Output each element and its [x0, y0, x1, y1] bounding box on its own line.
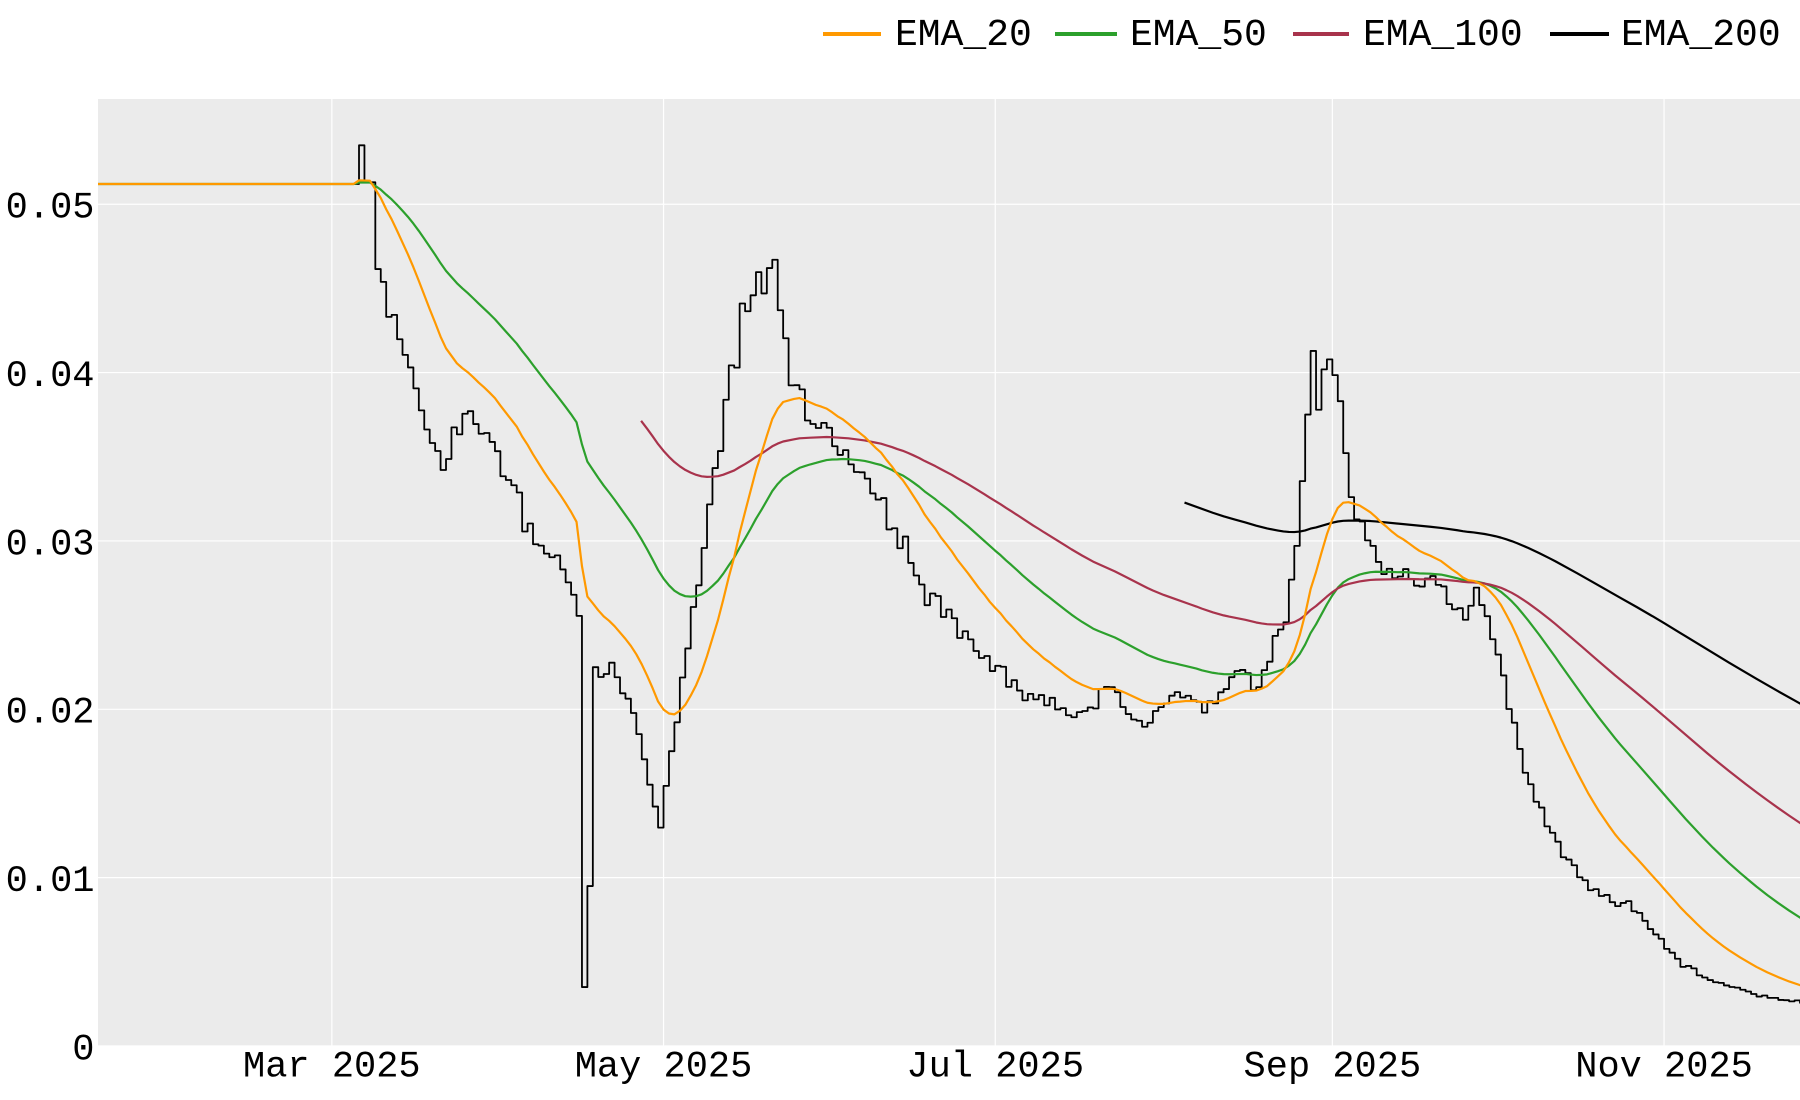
svg-text:May 2025: May 2025	[575, 1046, 753, 1088]
svg-text:Sep 2025: Sep 2025	[1244, 1046, 1422, 1088]
svg-text:0.03: 0.03	[6, 524, 95, 566]
svg-text:Nov 2025: Nov 2025	[1575, 1046, 1753, 1088]
svg-text:Mar 2025: Mar 2025	[243, 1046, 421, 1088]
svg-text:0.05: 0.05	[6, 188, 95, 230]
svg-text:0.02: 0.02	[6, 693, 95, 735]
svg-text:0.01: 0.01	[6, 861, 95, 903]
svg-text:Jul 2025: Jul 2025	[906, 1046, 1084, 1088]
svg-text:0.04: 0.04	[6, 356, 95, 398]
svg-text:0: 0	[72, 1029, 94, 1071]
